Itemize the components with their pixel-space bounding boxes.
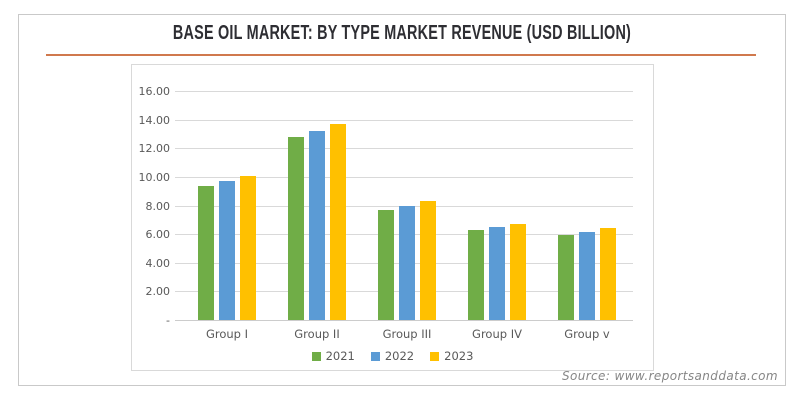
- y-axis-tick-label: 2.00: [145, 285, 171, 299]
- y-axis-tick-label: 6.00: [145, 228, 171, 242]
- bar-2023-group-iv: [510, 224, 526, 320]
- legend-label: 2023: [444, 349, 474, 363]
- bar-2021-group-v: [558, 234, 574, 320]
- page-frame: BASE OIL MARKET: BY TYPE MARKET REVENUE …: [18, 14, 786, 386]
- legend-item-2022: 2022: [370, 349, 415, 363]
- x-axis-category-label: Group III: [382, 327, 432, 341]
- bar-2022-group-ii: [309, 130, 325, 320]
- legend-label: 2022: [384, 349, 415, 363]
- legend-marker-icon: [370, 351, 380, 361]
- gridline: [175, 177, 633, 178]
- bar-2022-group-i: [219, 181, 235, 320]
- gridline: [175, 119, 633, 121]
- x-axis-category-label: Group II: [294, 327, 340, 341]
- x-axis-line: [175, 320, 633, 321]
- plot-area: - 2.00 4.00 6.00 8.00 10.00 12.00 14.00 16.00 Gro…: [132, 65, 653, 370]
- y-axis-tick-label: 10.00: [138, 171, 171, 184]
- bar-2021-group-ii: [288, 136, 304, 320]
- chart-legend: 2021 2022 2023: [132, 349, 653, 363]
- legend-marker-icon: [430, 351, 440, 361]
- bar-2022-group-iii: [399, 205, 415, 320]
- y-axis-tick-label: -: [166, 314, 170, 327]
- legend-item-2023: 2023: [430, 349, 473, 363]
- x-axis-category-label: Group I: [205, 327, 249, 341]
- x-axis-category-label: Group v: [564, 327, 610, 341]
- legend-label: 2021: [325, 349, 355, 363]
- y-axis-tick-label: 14.00: [138, 113, 171, 127]
- legend-item-2021: 2021: [311, 349, 355, 363]
- source-attribution: Source: www.reportsanddata.com: [561, 369, 778, 383]
- legend-marker-icon: [311, 351, 321, 361]
- title-divider: [46, 54, 756, 56]
- x-axis-category-label: Group IV: [472, 327, 522, 341]
- bar-2023-group-iii: [420, 200, 436, 320]
- page-title: BASE OIL MARKET: BY TYPE MARKET REVENUE …: [172, 22, 632, 44]
- y-axis-tick-label: 16.00: [138, 85, 171, 99]
- gridline: [175, 91, 633, 93]
- y-axis-tick-label: 12.00: [138, 142, 171, 156]
- bar-2022-group-iv: [489, 227, 505, 320]
- y-axis-tick-label: 4.00: [145, 256, 171, 270]
- bar-2021-group-i: [198, 186, 214, 320]
- gridline: [175, 148, 633, 150]
- bar-2021-group-iv: [468, 229, 484, 320]
- bar-2022-group-v: [579, 232, 595, 320]
- y-axis-tick-label: 8.00: [145, 199, 171, 213]
- chart-container: - 2.00 4.00 6.00 8.00 10.00 12.00 14.00 16.00 Gro…: [131, 64, 654, 371]
- bar-2023-group-i: [240, 176, 256, 320]
- bar-2023-group-ii: [330, 124, 346, 320]
- bar-2021-group-iii: [378, 209, 394, 320]
- bar-2023-group-v: [600, 228, 616, 320]
